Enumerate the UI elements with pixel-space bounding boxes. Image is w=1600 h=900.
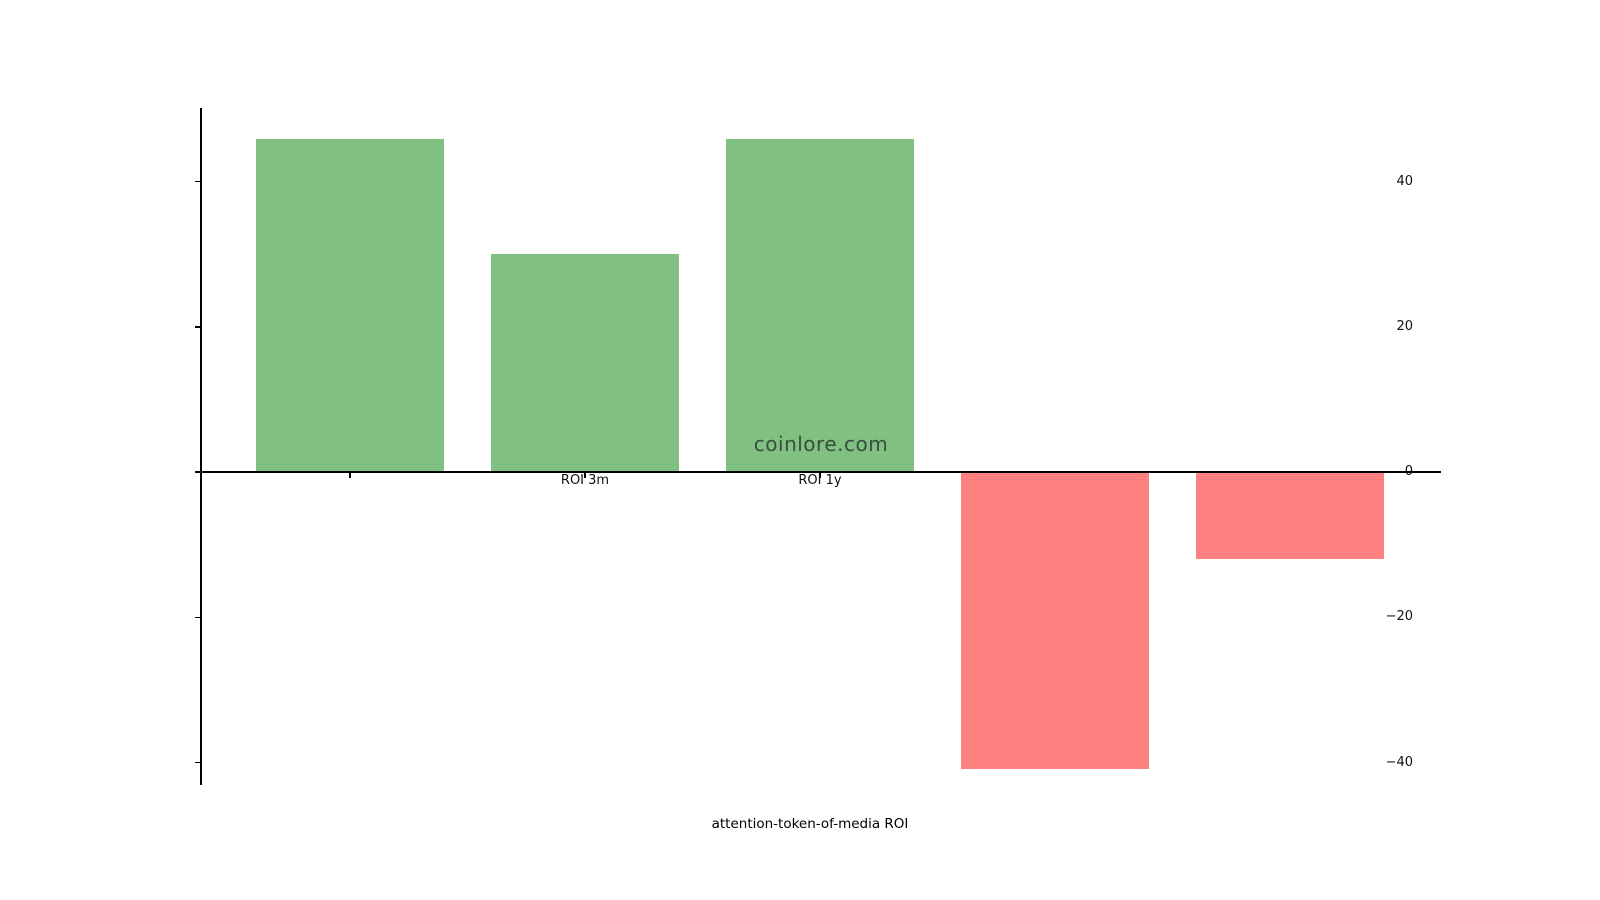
x-axis-zero-line xyxy=(200,471,1441,473)
y-tick-label-−40: −40 xyxy=(1385,754,1413,770)
y-tick-0 xyxy=(195,471,201,473)
y-tick-label-20: 20 xyxy=(1396,318,1413,334)
y-tick-label-40: 40 xyxy=(1396,173,1413,189)
y-tick-label-−20: −20 xyxy=(1385,609,1413,625)
bar-4 xyxy=(961,472,1149,770)
chart-title: attention-token-of-media ROI xyxy=(711,816,909,832)
y-tick-−20 xyxy=(195,616,201,618)
y-tick-label-0: 0 xyxy=(1404,464,1413,479)
x-tick-3 xyxy=(819,472,821,478)
y-tick-20 xyxy=(195,326,201,328)
bar-1 xyxy=(256,139,444,472)
watermark-text: coinlore.com xyxy=(753,432,889,456)
bar-2-roi-3m xyxy=(491,254,679,472)
bar-3-roi-1y xyxy=(726,139,914,472)
x-tick-1 xyxy=(349,472,351,478)
bar-5 xyxy=(1196,472,1384,560)
x-tick-2 xyxy=(584,472,586,478)
x-tick-label-2: ROI 3m xyxy=(560,473,610,488)
y-tick-−40 xyxy=(195,761,201,764)
y-axis-spine xyxy=(200,108,202,785)
y-tick-40 xyxy=(195,180,201,183)
x-tick-label-3: ROI 1y xyxy=(798,473,842,488)
